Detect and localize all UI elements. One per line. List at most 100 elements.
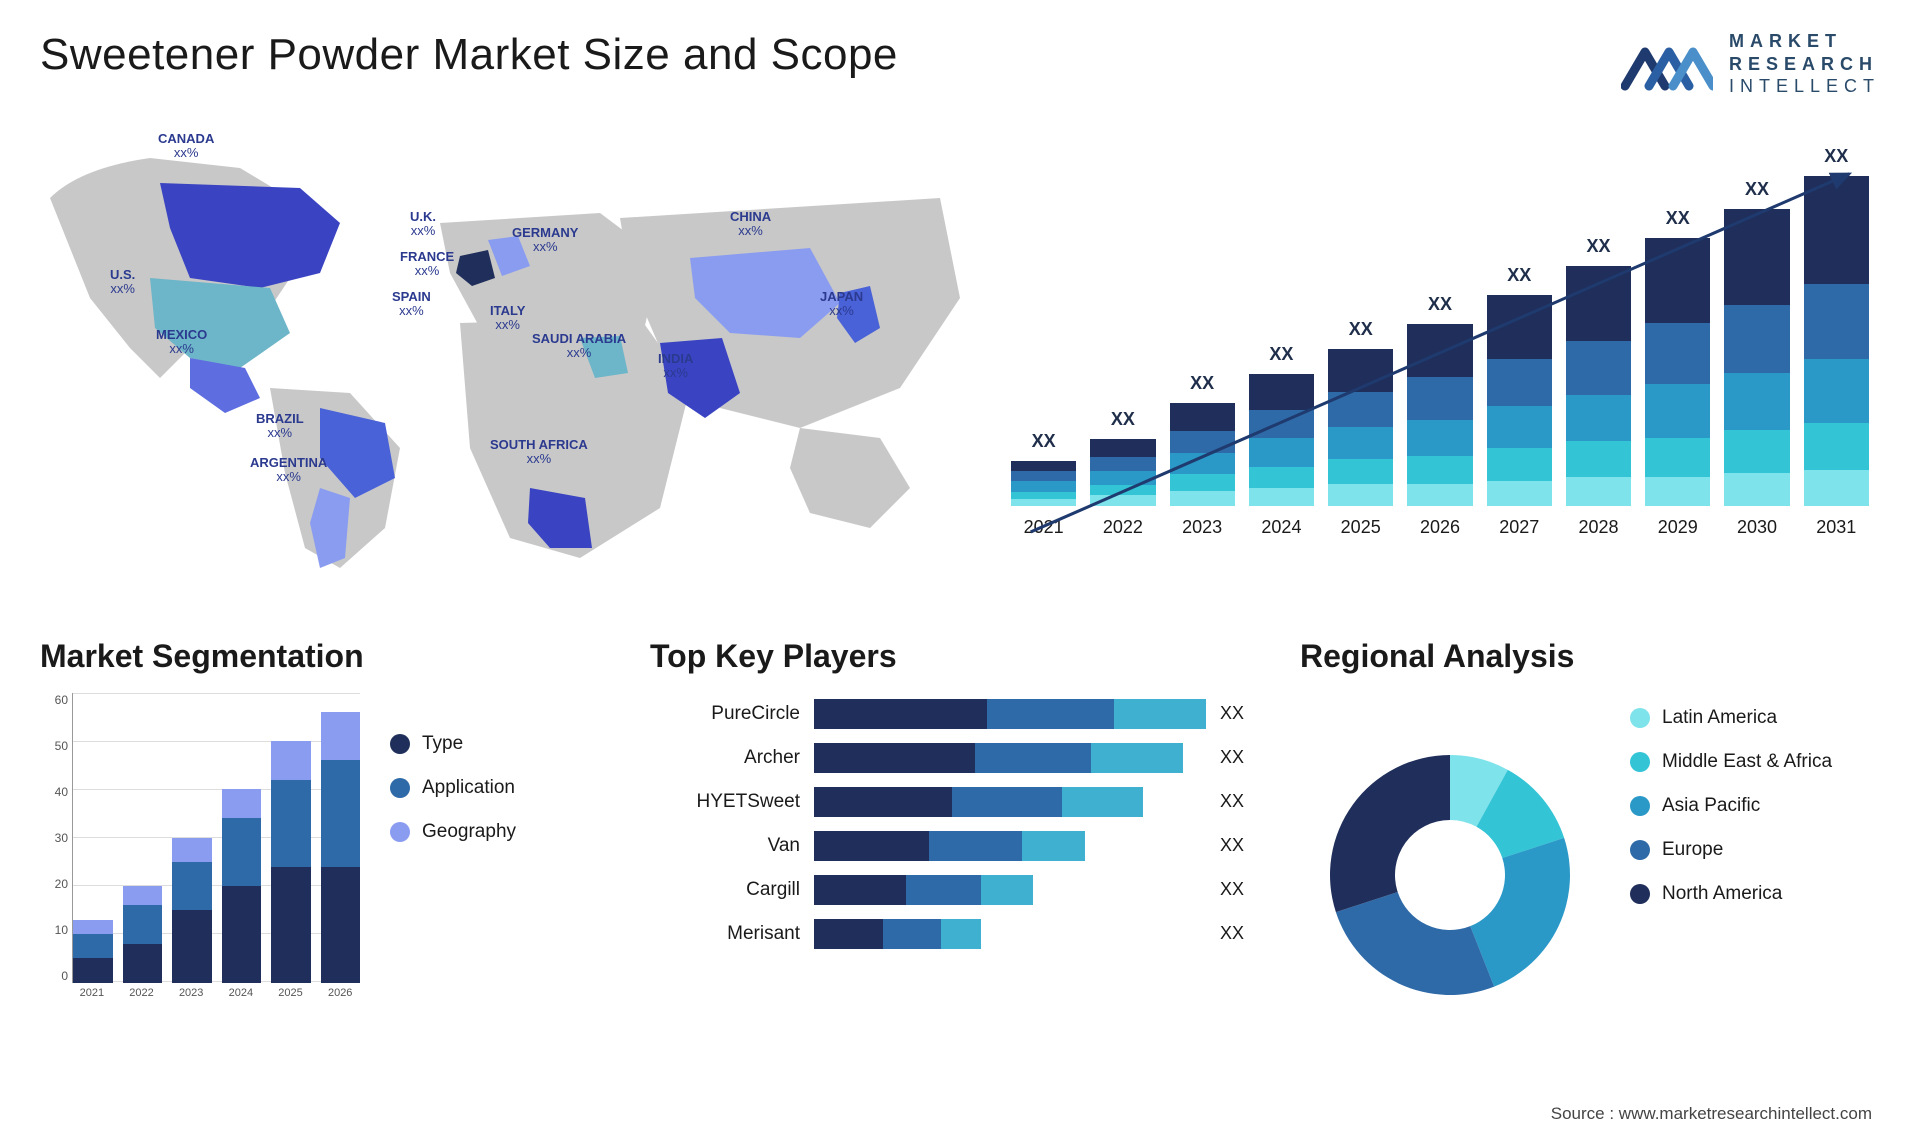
- country-label: BRAZILxx%: [256, 412, 304, 442]
- bar-segment: [1487, 295, 1552, 359]
- bar-segment: [1724, 430, 1789, 473]
- player-bar-segment: [975, 743, 1090, 773]
- seg-bar-segment: [73, 934, 113, 958]
- player-value-label: XX: [1220, 923, 1270, 944]
- main-bar-chart: XX2021XX2022XX2023XX2024XX2025XX2026XX20…: [1000, 118, 1880, 538]
- bar-segment: [1407, 324, 1472, 377]
- bar-value-label: XX: [1666, 208, 1690, 229]
- player-bar-segment: [1022, 831, 1085, 861]
- bar-year-label: 2028: [1578, 517, 1618, 538]
- bar-segment: [1407, 420, 1472, 456]
- player-bar-segment: [941, 919, 981, 949]
- player-bar: [814, 919, 981, 949]
- legend-swatch: [1630, 708, 1650, 728]
- country-label: GERMANYxx%: [512, 226, 578, 256]
- seg-bar-segment: [73, 920, 113, 934]
- bar-segment: [1249, 467, 1314, 488]
- bar-segment: [1804, 176, 1869, 283]
- bar-value-label: XX: [1269, 344, 1293, 365]
- bar-segment: [1011, 461, 1076, 471]
- bar-segment: [1090, 485, 1155, 495]
- legend-label: Application: [422, 777, 515, 799]
- legend-swatch: [390, 778, 410, 798]
- player-value-label: XX: [1220, 703, 1270, 724]
- legend-item: Europe: [1630, 839, 1900, 861]
- bar-year-label: 2025: [1341, 517, 1381, 538]
- bar-year-label: 2027: [1499, 517, 1539, 538]
- legend-label: Europe: [1662, 839, 1723, 861]
- seg-bar-segment: [123, 905, 163, 944]
- player-row: ArcherXX: [650, 743, 1270, 773]
- seg-bar-segment: [222, 886, 262, 983]
- seg-bar-segment: [271, 780, 311, 867]
- bar-segment: [1328, 427, 1393, 459]
- regional-legend: Latin AmericaMiddle East & AfricaAsia Pa…: [1630, 693, 1900, 1058]
- player-bar-segment: [883, 919, 941, 949]
- bar-segment: [1645, 438, 1710, 477]
- bar-segment: [1090, 495, 1155, 505]
- player-bar-segment: [906, 875, 981, 905]
- player-row: CargillXX: [650, 875, 1270, 905]
- country-label: U.S.xx%: [110, 268, 135, 298]
- bar-segment: [1090, 439, 1155, 456]
- seg-bar-stack: [123, 886, 163, 983]
- bar-segment: [1328, 459, 1393, 484]
- seg-bar-segment: [271, 867, 311, 983]
- bar-column: XX2021: [1010, 431, 1077, 538]
- legend-label: Asia Pacific: [1662, 795, 1760, 817]
- bar-segment: [1011, 499, 1076, 506]
- seg-bar-column: [172, 838, 212, 983]
- seg-year-label: 2025: [271, 987, 311, 1013]
- player-name: HYETSweet: [650, 791, 800, 813]
- country-label: ITALYxx%: [490, 304, 525, 334]
- players-chart: PureCircleXXArcherXXHYETSweetXXVanXXCarg…: [650, 693, 1270, 949]
- country-label: SOUTH AFRICAxx%: [490, 438, 588, 468]
- bar-stack: [1169, 402, 1236, 506]
- bar-year-label: 2026: [1420, 517, 1460, 538]
- player-row: HYETSweetXX: [650, 787, 1270, 817]
- country-label: INDIAxx%: [658, 352, 693, 382]
- bar-segment: [1011, 471, 1076, 481]
- legend-swatch: [1630, 840, 1650, 860]
- seg-bar-stack: [271, 741, 311, 983]
- donut-slice: [1336, 892, 1494, 995]
- bar-segment: [1724, 305, 1789, 373]
- bar-segment: [1804, 423, 1869, 470]
- country-label: SAUDI ARABIAxx%: [532, 332, 626, 362]
- bar-segment: [1566, 341, 1631, 395]
- bar-segment: [1645, 477, 1710, 506]
- country-label: ARGENTINAxx%: [250, 456, 327, 486]
- bar-column: XX2022: [1089, 409, 1156, 537]
- player-row: VanXX: [650, 831, 1270, 861]
- players-section: Top Key Players PureCircleXXArcherXXHYET…: [650, 638, 1270, 1058]
- bar-column: XX2023: [1169, 373, 1236, 537]
- seg-bar-segment: [73, 958, 113, 982]
- bar-stack: [1406, 323, 1473, 507]
- bar-segment: [1566, 441, 1631, 477]
- country-label: CHINAxx%: [730, 210, 771, 240]
- bar-stack: [1644, 237, 1711, 507]
- brand-logo: MARKET RESEARCH INTELLECT: [1621, 30, 1880, 98]
- legend-swatch: [390, 734, 410, 754]
- country-label: FRANCExx%: [400, 250, 454, 280]
- player-value-label: XX: [1220, 879, 1270, 900]
- bar-segment: [1170, 431, 1235, 452]
- page-title: Sweetener Powder Market Size and Scope: [40, 30, 898, 80]
- bar-value-label: XX: [1507, 265, 1531, 286]
- legend-swatch: [1630, 752, 1650, 772]
- player-bar: [814, 831, 1085, 861]
- segmentation-chart: 0102030405060 202120222023202420252026: [40, 693, 360, 1013]
- legend-item: Application: [390, 777, 620, 799]
- top-row: CANADAxx%U.S.xx%MEXICOxx%BRAZILxx%ARGENT…: [40, 118, 1880, 598]
- bar-value-label: XX: [1586, 236, 1610, 257]
- bar-value-label: XX: [1032, 431, 1056, 452]
- bar-segment: [1487, 481, 1552, 506]
- seg-bar-segment: [321, 712, 361, 760]
- seg-bar-column: [321, 712, 361, 983]
- bar-segment: [1170, 403, 1235, 431]
- bar-segment: [1724, 209, 1789, 306]
- bar-stack: [1565, 265, 1632, 506]
- bar-segment: [1249, 374, 1314, 409]
- seg-year-label: 2026: [320, 987, 360, 1013]
- seg-bar-segment: [172, 910, 212, 983]
